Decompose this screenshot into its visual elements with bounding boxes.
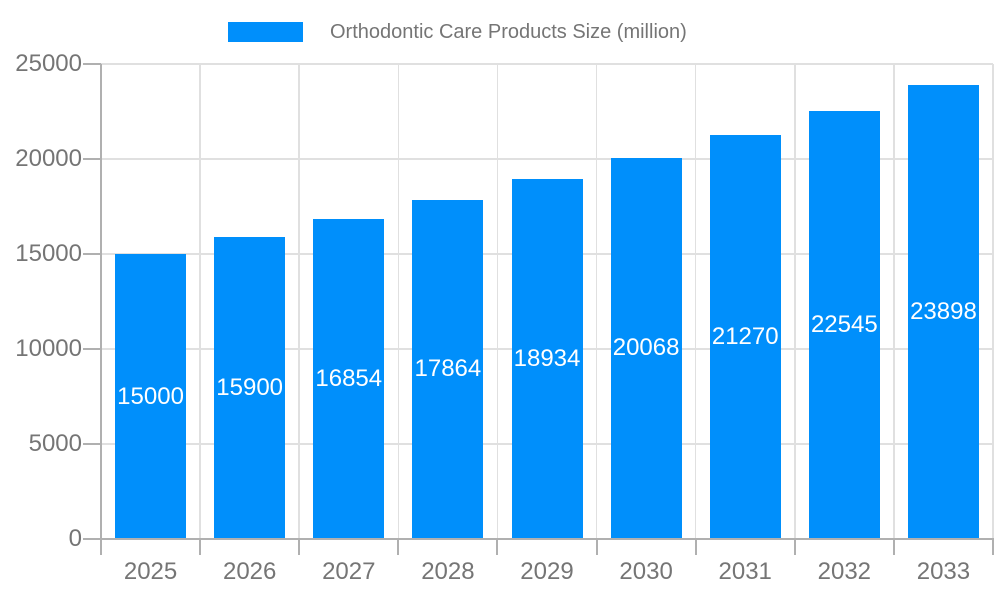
y-axis-label: 15000 bbox=[15, 240, 82, 267]
h-gridline bbox=[101, 158, 993, 160]
x-axis-line bbox=[100, 538, 994, 540]
bar[interactable]: 21270 bbox=[709, 134, 781, 539]
legend-label: Orthodontic Care Products Size (million) bbox=[330, 20, 687, 43]
x-axis-tick bbox=[892, 539, 895, 555]
bar[interactable]: 15900 bbox=[214, 236, 286, 539]
bar-value-label: 15900 bbox=[216, 373, 284, 401]
bar[interactable]: 22545 bbox=[808, 110, 880, 539]
bar[interactable]: 20068 bbox=[610, 157, 682, 539]
y-axis-label: 10000 bbox=[15, 335, 82, 362]
y-axis-tick bbox=[83, 538, 101, 540]
y-axis-label: 20000 bbox=[15, 145, 82, 172]
bar-value-label: 16854 bbox=[315, 364, 383, 392]
y-axis-line bbox=[100, 64, 102, 540]
v-gridline bbox=[595, 64, 598, 539]
x-axis-label: 2030 bbox=[619, 558, 673, 585]
x-axis-label: 2025 bbox=[123, 558, 178, 585]
x-axis-tick bbox=[298, 539, 301, 555]
h-gridline bbox=[101, 63, 993, 65]
legend-item[interactable]: Orthodontic Care Products Size (million) bbox=[228, 20, 687, 44]
x-axis-tick bbox=[793, 539, 796, 555]
v-gridline bbox=[397, 64, 400, 539]
bar-value-label: 15000 bbox=[117, 382, 184, 410]
y-axis-tick bbox=[83, 63, 101, 65]
bar-value-label: 20068 bbox=[612, 334, 680, 362]
x-axis-label: 2031 bbox=[718, 558, 772, 585]
bar-value-label: 21270 bbox=[711, 322, 779, 350]
x-axis-label: 2026 bbox=[222, 558, 277, 585]
y-axis-tick bbox=[83, 348, 101, 350]
bar-value-label: 23898 bbox=[910, 297, 977, 325]
y-axis-label: 25000 bbox=[15, 50, 82, 77]
x-axis-tick bbox=[595, 539, 598, 555]
x-axis-tick bbox=[992, 539, 994, 555]
y-axis-tick bbox=[83, 158, 101, 160]
y-axis-tick bbox=[83, 253, 101, 255]
v-gridline bbox=[199, 64, 201, 539]
x-axis-label: 2028 bbox=[421, 558, 475, 585]
legend-swatch bbox=[228, 22, 303, 42]
v-gridline bbox=[992, 64, 994, 539]
x-axis-tick bbox=[100, 539, 102, 555]
v-gridline bbox=[298, 64, 300, 539]
y-axis-label: 5000 bbox=[28, 430, 82, 457]
y-axis-tick bbox=[83, 443, 101, 445]
bar-value-label: 17864 bbox=[414, 355, 482, 383]
bar[interactable]: 17864 bbox=[412, 199, 484, 539]
x-axis-label: 2032 bbox=[817, 558, 872, 585]
bar[interactable]: 15000 bbox=[115, 254, 187, 539]
bar[interactable]: 16854 bbox=[313, 218, 385, 539]
x-axis-label: 2029 bbox=[520, 558, 574, 585]
x-axis-label: 2033 bbox=[916, 558, 971, 585]
bar[interactable]: 18934 bbox=[511, 179, 583, 539]
x-axis-tick bbox=[397, 539, 400, 555]
x-axis-tick bbox=[694, 539, 697, 555]
bar-value-label: 22545 bbox=[810, 310, 878, 338]
y-axis-label: 0 bbox=[68, 525, 82, 552]
v-gridline bbox=[893, 64, 895, 539]
x-axis-tick bbox=[496, 539, 499, 555]
bar-value-label: 18934 bbox=[513, 345, 581, 373]
x-axis-tick bbox=[199, 539, 202, 555]
bar[interactable]: 23898 bbox=[907, 84, 979, 539]
v-gridline bbox=[496, 64, 499, 539]
v-gridline bbox=[694, 64, 697, 539]
x-axis-label: 2027 bbox=[322, 558, 376, 585]
v-gridline bbox=[794, 64, 796, 539]
